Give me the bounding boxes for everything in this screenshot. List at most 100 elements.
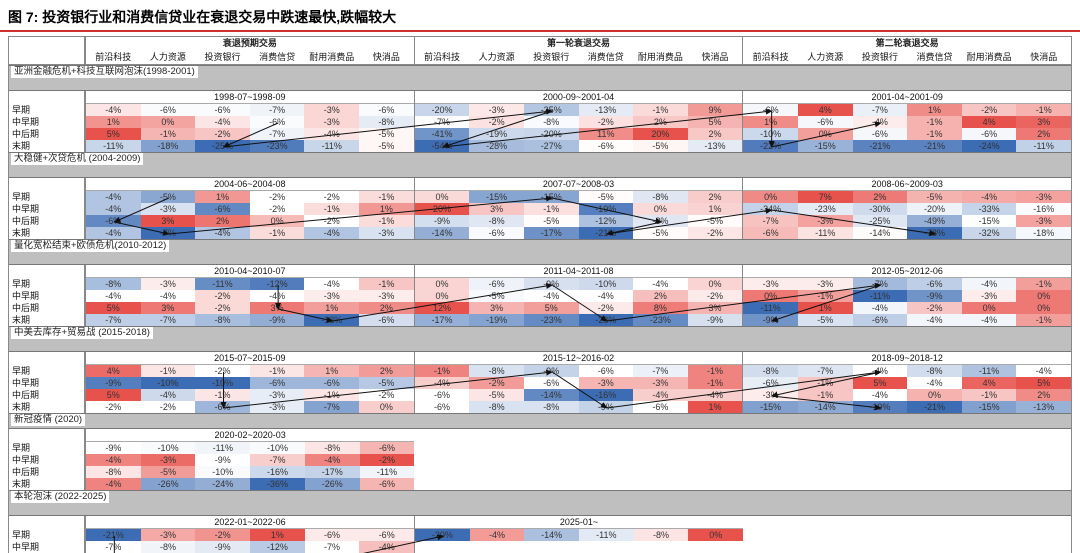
heatmap-cell: -5% xyxy=(469,389,524,401)
heatmap-cell: -9% xyxy=(907,290,962,302)
column-header: 耐用消费品 xyxy=(309,52,355,62)
heatmap-cell: -4% xyxy=(578,290,634,302)
heatmap-cell: -6% xyxy=(523,377,579,389)
row-label-cell: 早期 xyxy=(9,529,85,541)
heatmap-cell: -7% xyxy=(797,365,853,377)
heatmap-cell: -8% xyxy=(523,116,579,128)
heatmap-cell: -9% xyxy=(414,215,470,227)
heatmap-cell: -21% xyxy=(578,227,634,239)
period-row: 2020-02~2020-03 xyxy=(9,429,1071,442)
heatmap-cell: -23% xyxy=(797,203,853,215)
heatmap-cell: -3% xyxy=(743,278,798,290)
column-header: 人力资源 xyxy=(149,52,186,62)
heatmap-cell: -11% xyxy=(797,227,853,239)
data-panel: -11% 1% -4% -2% 0% 0% xyxy=(742,302,1071,314)
column-header: 快消品 xyxy=(1030,52,1058,62)
row-label: 中后期 xyxy=(12,390,40,400)
group-header-label: 第二轮衰退交易 xyxy=(875,38,939,48)
group-header-label: 第一轮衰退交易 xyxy=(547,38,611,48)
heatmap-cell: -3% xyxy=(140,278,196,290)
table-row: 中早期 -9% -10% -10% -6% -6% -5% -4% -2% -6% -3% -3% -1… xyxy=(9,377,1071,389)
heatmap-cell: -5% xyxy=(633,227,688,239)
heatmap-cell: -2% xyxy=(140,401,196,413)
crisis-label: 中美去库存+贸易战 (2015-2018) xyxy=(11,327,153,339)
heatmap-cell: -3% xyxy=(359,290,414,302)
period-panel: 2015-07~2015-09 xyxy=(85,352,414,365)
data-panel: -15% -14% -19% -21% -15% -13% xyxy=(742,401,1071,413)
heatmap-cell xyxy=(962,478,1017,490)
table-row: 末期 -4% -26% -24% -36% -26% -6% xyxy=(9,478,1071,490)
heatmap-cell: -27% xyxy=(523,140,579,152)
column-header-panel: 前沿科技 人力资源 投资银行 消费信贷 耐用消费品 快消品 xyxy=(742,50,1071,64)
heatmap-cell: -6% xyxy=(961,128,1017,140)
data-panel: -11% -18% -25% -23% -11% -5% xyxy=(85,140,414,152)
crisis-label: 新冠疫情 (2020) xyxy=(11,414,86,426)
heatmap-cell xyxy=(962,454,1017,466)
heatmap-cell xyxy=(907,541,962,553)
heatmap-cell: -4% xyxy=(852,365,908,377)
heatmap-cell: -1% xyxy=(907,128,962,140)
heatmap-cell: 0% xyxy=(961,302,1017,314)
heatmap-cell: -8% xyxy=(523,401,579,413)
heatmap-cell: -21% xyxy=(852,140,908,152)
data-panel: -7% -7% -8% -9% -13% -6% xyxy=(85,314,414,326)
row-label: 末期 xyxy=(12,141,31,151)
heatmap-cell: -4% xyxy=(86,478,141,490)
heatmap-cell: -4% xyxy=(907,377,962,389)
heatmap-cell: -1% xyxy=(523,203,579,215)
heatmap-cell xyxy=(1016,442,1071,454)
heatmap-cell: 20% xyxy=(414,203,470,215)
heatmap-cell: -3% xyxy=(140,529,196,541)
heatmap-cell: 5% xyxy=(1016,377,1071,389)
period-row: 2010-04~2010-07 2011-04~2011-08 2012-05~20… xyxy=(9,265,1072,278)
heatmap-cell xyxy=(688,442,743,454)
heatmap-cell: -30% xyxy=(852,203,908,215)
table-row: 中后期 5% -4% -1% -3% -1% -2% -6% -5% -14% -16% -4% -4%… xyxy=(9,389,1071,401)
heatmap-cell xyxy=(414,454,469,466)
heatmap-cell xyxy=(469,478,524,490)
heatmap-cell: 1% xyxy=(359,203,414,215)
heatmap-cell: -6% xyxy=(469,227,524,239)
heatmap-cell: -4% xyxy=(852,116,908,128)
heatmap-cell: -9% xyxy=(743,314,798,326)
data-panel: 4% -1% -2% -1% 1% 2% xyxy=(85,365,414,377)
heatmap-cell: 1% xyxy=(743,116,798,128)
heatmap-cell xyxy=(633,442,688,454)
heatmap-cell: -8% xyxy=(907,365,962,377)
heatmap-cell xyxy=(907,466,962,478)
period-panel: 1998-07~1998-09 xyxy=(85,91,414,104)
heatmap-cell: -1% xyxy=(687,365,743,377)
data-panel: -14% -6% -17% -21% -5% -2% xyxy=(413,227,743,239)
heatmap-cell xyxy=(469,466,524,478)
heatmap-cell: -49% xyxy=(907,215,962,227)
heatmap-cell: -4% xyxy=(1016,365,1071,377)
data-panel: -20% -4% -14% -11% -8% 0% xyxy=(414,529,744,541)
heatmap-cell: -9% xyxy=(195,454,251,466)
heatmap-cell: -7% xyxy=(249,104,305,116)
heatmap-cell xyxy=(524,442,579,454)
heatmap-cell: 3% xyxy=(140,302,196,314)
data-panel: -4% -3% -6% -2% -1% 1% xyxy=(85,203,414,215)
heatmap-cell: -9% xyxy=(523,365,579,377)
column-header: 消费信贷 xyxy=(587,52,624,62)
heatmap-cell xyxy=(852,466,907,478)
table-row: 中早期 -4% -3% -6% -2% -1% 1% 20% 3% -1% -19% 0% 1% -34%… xyxy=(9,203,1071,215)
heatmap-cell: -11% xyxy=(961,365,1017,377)
heatmap-cell: -3% xyxy=(304,290,360,302)
row-label: 中早期 xyxy=(12,291,40,301)
heatmap-cell: -28% xyxy=(469,140,524,152)
heatmap-cell: -6% xyxy=(359,314,414,326)
heatmap-cell: -24% xyxy=(961,140,1017,152)
heatmap-cell: 3% xyxy=(140,215,196,227)
header-spacer xyxy=(9,50,85,64)
heatmap-cell: -6% xyxy=(359,529,415,541)
heatmap-cell: -5% xyxy=(359,377,414,389)
heatmap-cell: -1% xyxy=(1016,104,1071,116)
heatmap-cell xyxy=(1016,529,1071,541)
heatmap-cell: -11% xyxy=(195,278,250,290)
heatmap-cell: -1% xyxy=(140,128,196,140)
data-panel: 5% -1% -2% -7% -4% -5% xyxy=(85,128,414,140)
heatmap-cell: -7% xyxy=(140,227,196,239)
heatmap-cell: -20% xyxy=(414,104,470,116)
heatmap-cell: -9% xyxy=(86,442,141,454)
